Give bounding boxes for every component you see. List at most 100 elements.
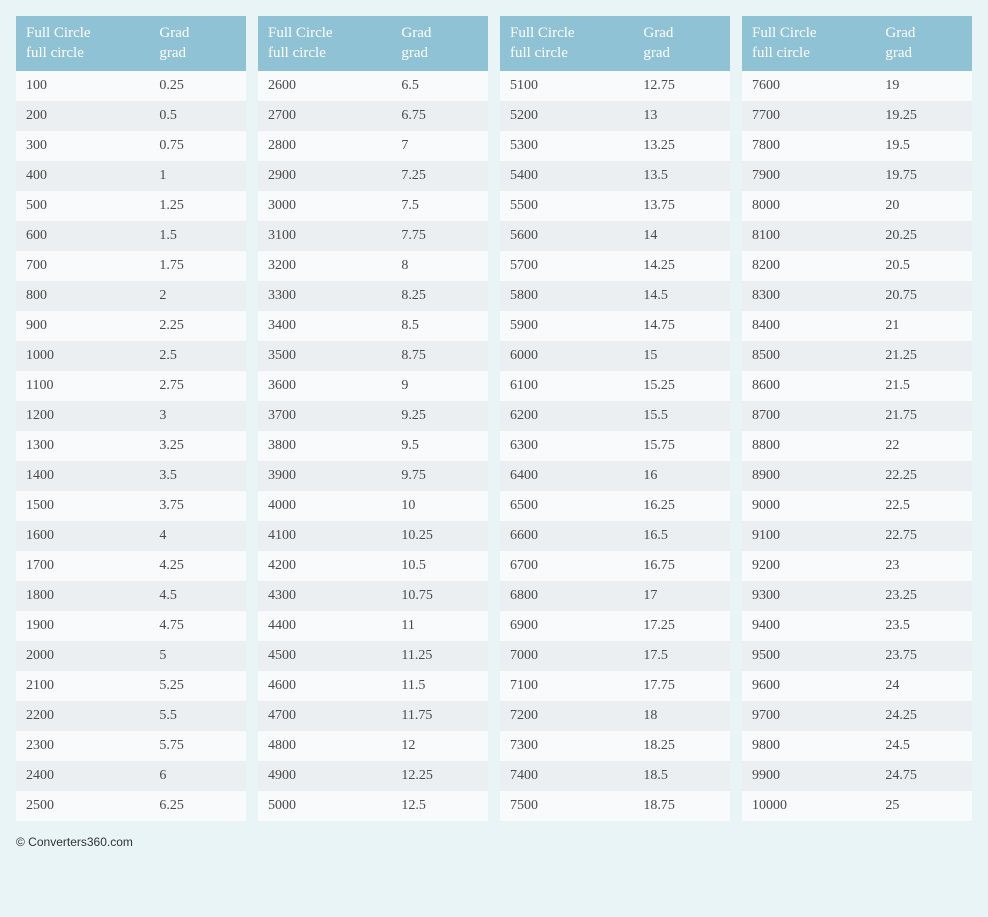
table-row: 7001.75 [16,251,246,281]
cell-full-circle: 9000 [742,491,875,521]
cell-full-circle: 1600 [16,521,149,551]
table-row: 420010.5 [258,551,488,581]
table-row: 35008.75 [258,341,488,371]
table-row: 970024.25 [742,701,972,731]
table-row: 11002.75 [16,371,246,401]
cell-full-circle: 9100 [742,521,875,551]
cell-grad: 16 [633,461,730,491]
cell-full-circle: 8000 [742,191,875,221]
cell-grad: 22 [875,431,972,461]
cell-full-circle: 5400 [500,161,633,191]
cell-grad: 2.5 [149,341,246,371]
cell-grad: 22.75 [875,521,972,551]
cell-full-circle: 1500 [16,491,149,521]
cell-grad: 5.75 [149,731,246,761]
table-row: 13003.25 [16,431,246,461]
table-row: 640016 [500,461,730,491]
table-row: 870021.75 [742,401,972,431]
cell-full-circle: 4000 [258,491,391,521]
cell-grad: 19.5 [875,131,972,161]
cell-grad: 1 [149,161,246,191]
table-row: 29007.25 [258,161,488,191]
table-row: 430010.75 [258,581,488,611]
table-row: 570014.25 [500,251,730,281]
cell-full-circle: 6500 [500,491,633,521]
header-grad: Gradgrad [149,16,246,71]
cell-full-circle: 100 [16,71,149,101]
table-row: 37009.25 [258,401,488,431]
table-row: 760019 [742,71,972,101]
cell-grad: 9 [391,371,488,401]
cell-full-circle: 9600 [742,671,875,701]
cell-grad: 6.75 [391,101,488,131]
cell-grad: 16.5 [633,521,730,551]
cell-full-circle: 4800 [258,731,391,761]
cell-grad: 14.5 [633,281,730,311]
table-row: 950023.75 [742,641,972,671]
cell-full-circle: 9200 [742,551,875,581]
cell-grad: 6 [149,761,246,791]
cell-full-circle: 1000 [16,341,149,371]
cell-full-circle: 7900 [742,161,875,191]
cell-grad: 14.25 [633,251,730,281]
cell-full-circle: 9500 [742,641,875,671]
cell-full-circle: 2900 [258,161,391,191]
table-row: 600015 [500,341,730,371]
cell-full-circle: 2400 [16,761,149,791]
cell-full-circle: 6300 [500,431,633,461]
cell-full-circle: 1700 [16,551,149,581]
cell-full-circle: 8500 [742,341,875,371]
cell-full-circle: 1800 [16,581,149,611]
cell-grad: 19.75 [875,161,972,191]
cell-grad: 3 [149,401,246,431]
cell-grad: 6.25 [149,791,246,821]
header-grad: Gradgrad [875,16,972,71]
table-row: 19004.75 [16,611,246,641]
cell-full-circle: 2600 [258,71,391,101]
cell-grad: 8.5 [391,311,488,341]
table-row: 440011 [258,611,488,641]
cell-full-circle: 800 [16,281,149,311]
cell-full-circle: 7700 [742,101,875,131]
cell-full-circle: 8200 [742,251,875,281]
cell-full-circle: 6200 [500,401,633,431]
table-row: 39009.75 [258,461,488,491]
cell-grad: 1.25 [149,191,246,221]
table-row: 960024 [742,671,972,701]
table-row: 26006.5 [258,71,488,101]
cell-full-circle: 10000 [742,791,875,821]
cell-grad: 14.75 [633,311,730,341]
table-row: 9002.25 [16,311,246,341]
cell-full-circle: 2800 [258,131,391,161]
cell-grad: 21.5 [875,371,972,401]
conversion-table-3: Full Circlefull circle Gradgrad 510012.7… [500,16,730,821]
table-row: 630015.75 [500,431,730,461]
header-grad: Gradgrad [633,16,730,71]
cell-grad: 13.5 [633,161,730,191]
cell-grad: 0.75 [149,131,246,161]
cell-grad: 9.75 [391,461,488,491]
table-row: 670016.75 [500,551,730,581]
cell-grad: 3.25 [149,431,246,461]
cell-full-circle: 7500 [500,791,633,821]
cell-grad: 5.5 [149,701,246,731]
table-row: 780019.5 [742,131,972,161]
cell-grad: 20.5 [875,251,972,281]
table-row: 790019.75 [742,161,972,191]
table-row: 20005 [16,641,246,671]
table-row: 590014.75 [500,311,730,341]
cell-grad: 7 [391,131,488,161]
cell-grad: 12 [391,731,488,761]
cell-grad: 1.5 [149,221,246,251]
table-row: 740018.5 [500,761,730,791]
cell-full-circle: 5000 [258,791,391,821]
cell-full-circle: 5800 [500,281,633,311]
cell-grad: 24.75 [875,761,972,791]
table-row: 23005.75 [16,731,246,761]
cell-grad: 22.5 [875,491,972,521]
cell-full-circle: 7400 [500,761,633,791]
cell-grad: 4.25 [149,551,246,581]
cell-full-circle: 8700 [742,401,875,431]
cell-full-circle: 6000 [500,341,633,371]
cell-full-circle: 8900 [742,461,875,491]
